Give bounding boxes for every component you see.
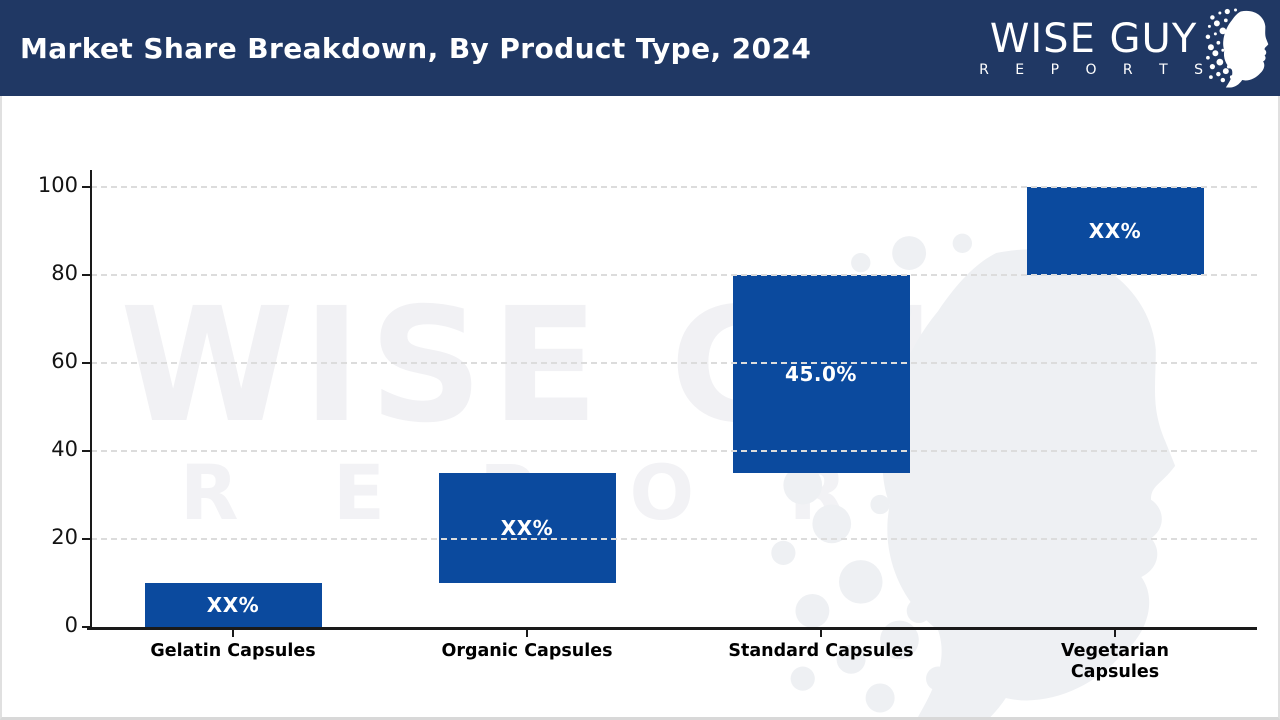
brand-logo: WISE GUY R E P O R T S bbox=[973, 4, 1272, 92]
y-tick bbox=[82, 538, 90, 540]
y-tick bbox=[82, 186, 90, 188]
chart-title: Market Share Breakdown, By Product Type,… bbox=[20, 31, 812, 65]
gridline-40 bbox=[91, 450, 1257, 452]
logo-wordmark: WISE GUY bbox=[989, 15, 1198, 62]
bar-standard-capsules: 45.0% bbox=[732, 275, 910, 473]
bar-value-label: XX% bbox=[206, 593, 260, 617]
logo-face-icon bbox=[1202, 7, 1272, 89]
y-axis-line bbox=[90, 170, 92, 630]
category-label-3: Standard Capsules bbox=[728, 641, 914, 661]
bar-vegetarian-capsules: XX% bbox=[1026, 187, 1204, 275]
gridline-60 bbox=[91, 362, 1257, 364]
bar-value-label: 45.0% bbox=[785, 362, 857, 386]
y-tick bbox=[82, 274, 90, 276]
category-label-1: Gelatin Capsules bbox=[150, 641, 316, 661]
x-tick bbox=[526, 630, 528, 637]
logo-subtext: R E P O R T S bbox=[979, 61, 1214, 78]
x-tick bbox=[232, 630, 234, 637]
plot-area: WISE GUY R E P O R T S XX% XX% 45.0% XX% 0 20… bbox=[0, 96, 1280, 720]
y-tick bbox=[82, 362, 90, 364]
y-tick-label: 100 bbox=[37, 173, 78, 197]
bar-gelatin-capsules: XX% bbox=[144, 583, 322, 627]
y-tick-label: 0 bbox=[64, 613, 78, 637]
y-tick-label: 40 bbox=[51, 437, 78, 461]
gridline-100 bbox=[91, 186, 1257, 188]
bar-organic-capsules: XX% bbox=[438, 473, 616, 583]
x-tick bbox=[820, 630, 822, 637]
y-tick bbox=[82, 450, 90, 452]
category-label-2: Organic Capsules bbox=[441, 641, 613, 661]
y-tick-label: 80 bbox=[51, 261, 78, 285]
category-label-4: Vegetarian Capsules bbox=[1061, 641, 1169, 683]
x-axis-line bbox=[87, 627, 1257, 630]
y-tick-label: 20 bbox=[51, 525, 78, 549]
x-tick bbox=[1114, 630, 1116, 637]
gridline-20 bbox=[91, 538, 1257, 540]
bar-value-label: XX% bbox=[1088, 219, 1142, 243]
bar-value-label: XX% bbox=[500, 516, 554, 540]
header-bar: Market Share Breakdown, By Product Type,… bbox=[0, 0, 1280, 96]
y-tick-label: 60 bbox=[51, 349, 78, 373]
gridline-80 bbox=[91, 274, 1257, 276]
y-tick bbox=[82, 626, 90, 628]
